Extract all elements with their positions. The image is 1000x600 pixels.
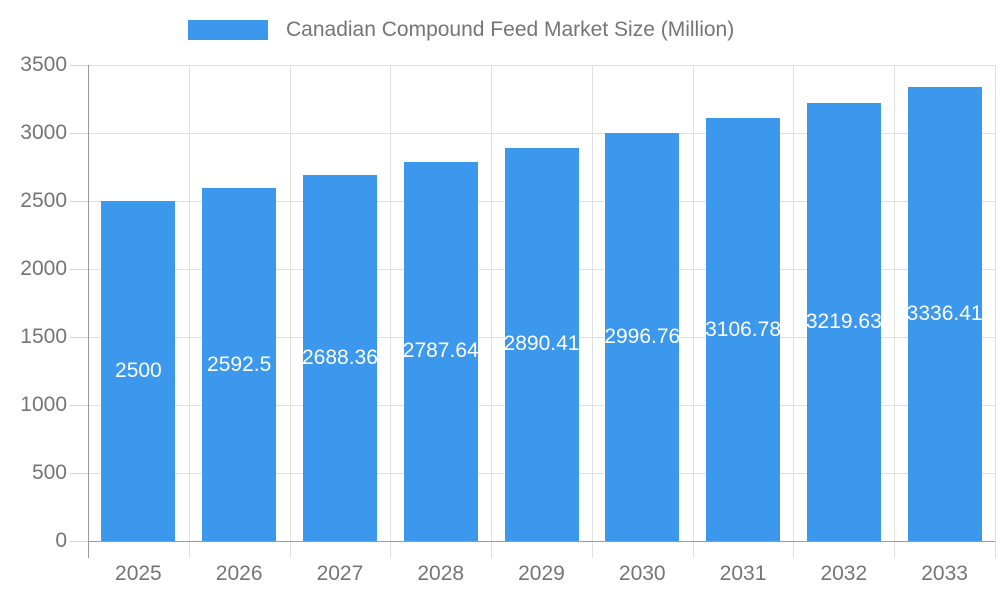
h-gridline (88, 133, 995, 134)
bar-value-label: 3106.78 (706, 317, 781, 341)
v-gridline (390, 65, 392, 558)
v-gridline (793, 65, 795, 558)
x-tick-label: 2031 (719, 562, 767, 585)
v-gridline (491, 65, 493, 558)
x-tick-label: 2028 (417, 562, 465, 585)
bar[interactable]: 2787.64 (403, 161, 478, 541)
y-axis-line (88, 65, 89, 558)
bar[interactable]: 3106.78 (706, 118, 781, 541)
bar[interactable]: 2592.5 (202, 188, 277, 541)
v-gridline (188, 65, 190, 558)
bar[interactable]: 2688.36 (302, 175, 377, 541)
bar[interactable]: 3219.63 (806, 103, 881, 541)
y-tick-label: 1000 (20, 393, 67, 416)
bar-value-label: 2500 (115, 359, 162, 382)
y-tick (70, 405, 88, 406)
h-gridline (88, 65, 995, 66)
y-tick (70, 473, 88, 474)
bar[interactable]: 2890.41 (504, 147, 579, 541)
y-tick (70, 201, 88, 202)
y-tick-label: 2000 (20, 257, 67, 280)
x-tick-label: 2032 (820, 562, 868, 585)
y-tick-label: 500 (31, 461, 67, 484)
v-gridline (692, 65, 694, 558)
y-tick (70, 337, 88, 338)
y-tick (70, 133, 88, 134)
x-tick-label: 2030 (618, 562, 666, 585)
y-tick-label: 1500 (20, 325, 67, 348)
bar-value-label: 2996.76 (605, 325, 680, 349)
bar-value-label: 3219.63 (806, 310, 881, 334)
bar-value-label: 2688.36 (302, 346, 377, 370)
y-tick-label: 3500 (20, 53, 67, 76)
y-tick-label: 3000 (20, 121, 67, 144)
y-tick-label: 2500 (20, 189, 67, 212)
bar[interactable]: 2500 (101, 201, 176, 541)
legend-label: Canadian Compound Feed Market Size (Mill… (286, 18, 735, 41)
x-tick-label: 2026 (215, 562, 263, 585)
bar[interactable]: 3336.41 (907, 87, 982, 541)
plot-area: 0 500 1000 1500 2000 2500 3000 3500 2500 2025 2592… (20, 53, 996, 585)
bar-value-label: 2592.5 (207, 352, 272, 376)
bar-value-label: 3336.41 (907, 302, 982, 326)
x-tick-label: 2033 (921, 562, 968, 585)
bar-value-label: 2787.64 (403, 339, 478, 363)
legend-swatch (188, 20, 268, 40)
x-tick-label: 2027 (316, 562, 364, 585)
v-gridline (995, 65, 996, 558)
y-tick-label: 0 (55, 529, 67, 552)
x-axis-line (88, 541, 995, 542)
x-tick-label: 2029 (518, 562, 565, 585)
y-tick (70, 65, 88, 66)
legend[interactable]: Canadian Compound Feed Market Size (Mill… (188, 18, 734, 42)
v-gridline (591, 65, 593, 558)
y-tick (70, 269, 88, 270)
v-gridline (289, 65, 291, 558)
bar-value-label: 2890.41 (504, 332, 579, 356)
bar[interactable]: 2996.76 (605, 133, 680, 541)
v-gridline (894, 65, 896, 558)
y-tick (70, 541, 88, 542)
x-tick-label: 2025 (115, 562, 162, 585)
